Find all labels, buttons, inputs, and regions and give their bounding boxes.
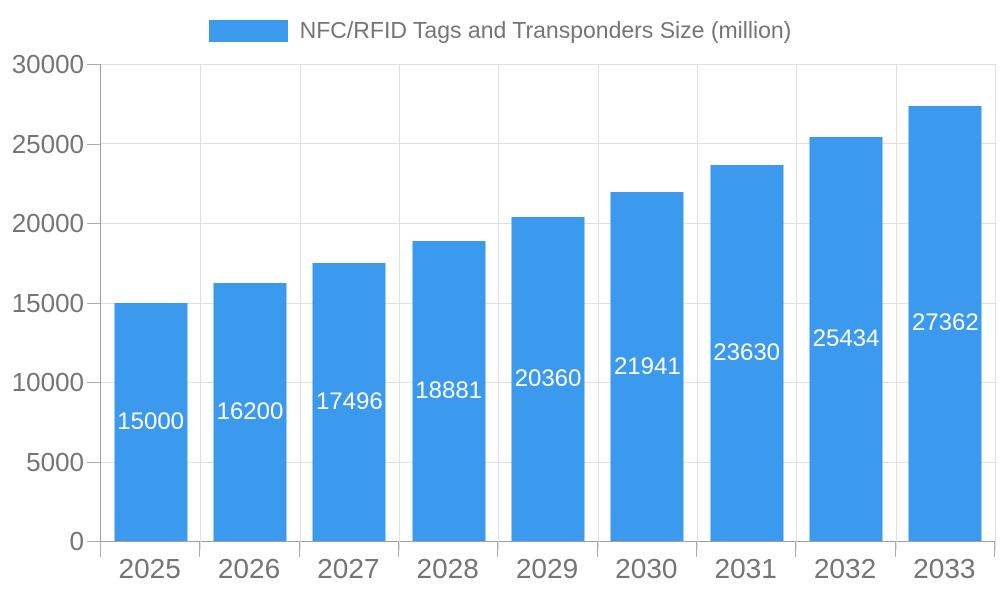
x-axis-tick [596, 542, 598, 557]
bar-value-label: 23630 [713, 339, 781, 367]
bar-2030[interactable]: 21941 [610, 192, 684, 541]
x-axis-tick [497, 542, 499, 557]
y-axis-tick [87, 223, 100, 224]
bar-2026[interactable]: 16200 [213, 283, 287, 541]
chart-legend[interactable]: NFC/RFID Tags and Transponders Size (mil… [0, 17, 1000, 44]
y-axis-tick [87, 143, 100, 145]
bar-2029[interactable]: 20360 [511, 217, 585, 541]
x-gridline [498, 64, 500, 550]
x-axis-label: 2025 [118, 553, 181, 584]
x-axis-label: 2029 [515, 553, 579, 584]
y-axis-label: 30000 [11, 49, 84, 79]
bar-2033[interactable]: 27362 [908, 105, 982, 541]
x-axis-tick [894, 542, 896, 557]
y-axis-tick [87, 382, 100, 383]
bar-2025[interactable]: 15000 [114, 302, 188, 541]
y-axis-label: 25000 [11, 128, 84, 159]
plot-area: 15000 16200 17496 18881 20360 21941 23630 25434… [100, 64, 996, 550]
x-gridline [796, 64, 798, 550]
bar-value-label: 21941 [613, 352, 681, 380]
bar-value-label: 15000 [117, 407, 185, 435]
bar-value-label: 16200 [216, 398, 284, 426]
x-axis-tick [398, 542, 399, 557]
bar-value-label: 25434 [812, 324, 880, 352]
bar-2032[interactable]: 25434 [809, 136, 883, 541]
x-gridline [895, 64, 897, 550]
x-gridline [200, 64, 202, 550]
x-gridline [597, 64, 599, 550]
x-axis-label: 2026 [217, 553, 281, 584]
x-axis-label: 2028 [416, 553, 479, 584]
bar-2027[interactable]: 17496 [312, 262, 386, 541]
y-axis-label: 15000 [11, 287, 84, 318]
x-axis-label: 2027 [317, 553, 380, 584]
y-axis-tick [87, 64, 100, 65]
legend-label: NFC/RFID Tags and Transponders Size (mil… [299, 17, 792, 43]
x-axis-label: 2031 [714, 553, 777, 584]
x-axis-tick [100, 542, 101, 557]
y-axis-tick [87, 541, 100, 542]
y-axis-tick [87, 461, 100, 463]
bar-value-label: 18881 [415, 376, 483, 404]
bar-2031[interactable]: 23630 [710, 165, 784, 541]
y-gridline [101, 143, 995, 145]
y-axis-label: 20000 [11, 208, 84, 238]
x-gridline [398, 64, 400, 550]
x-axis-label: 2033 [913, 553, 976, 584]
x-axis-tick [199, 542, 201, 557]
x-gridline [995, 64, 996, 550]
x-axis-tick [696, 542, 697, 557]
bar-value-label: 27362 [911, 309, 979, 337]
x-gridline [299, 64, 301, 550]
x-axis-label: 2032 [813, 553, 877, 584]
legend-swatch-icon [208, 19, 288, 42]
y-axis-tick [87, 302, 100, 304]
y-axis-label: 5000 [26, 446, 84, 477]
y-axis-label: 10000 [11, 367, 84, 397]
x-gridline [696, 64, 698, 550]
x-axis-tick [298, 542, 300, 557]
y-gridline [101, 64, 995, 65]
x-axis-tick [994, 542, 995, 557]
y-axis-label: 0 [69, 526, 84, 556]
bar-2028[interactable]: 18881 [412, 240, 486, 541]
x-axis-tick [795, 542, 797, 557]
x-axis-label: 2030 [615, 553, 678, 584]
bar-value-label: 20360 [514, 365, 582, 393]
bar-value-label: 17496 [315, 387, 383, 415]
